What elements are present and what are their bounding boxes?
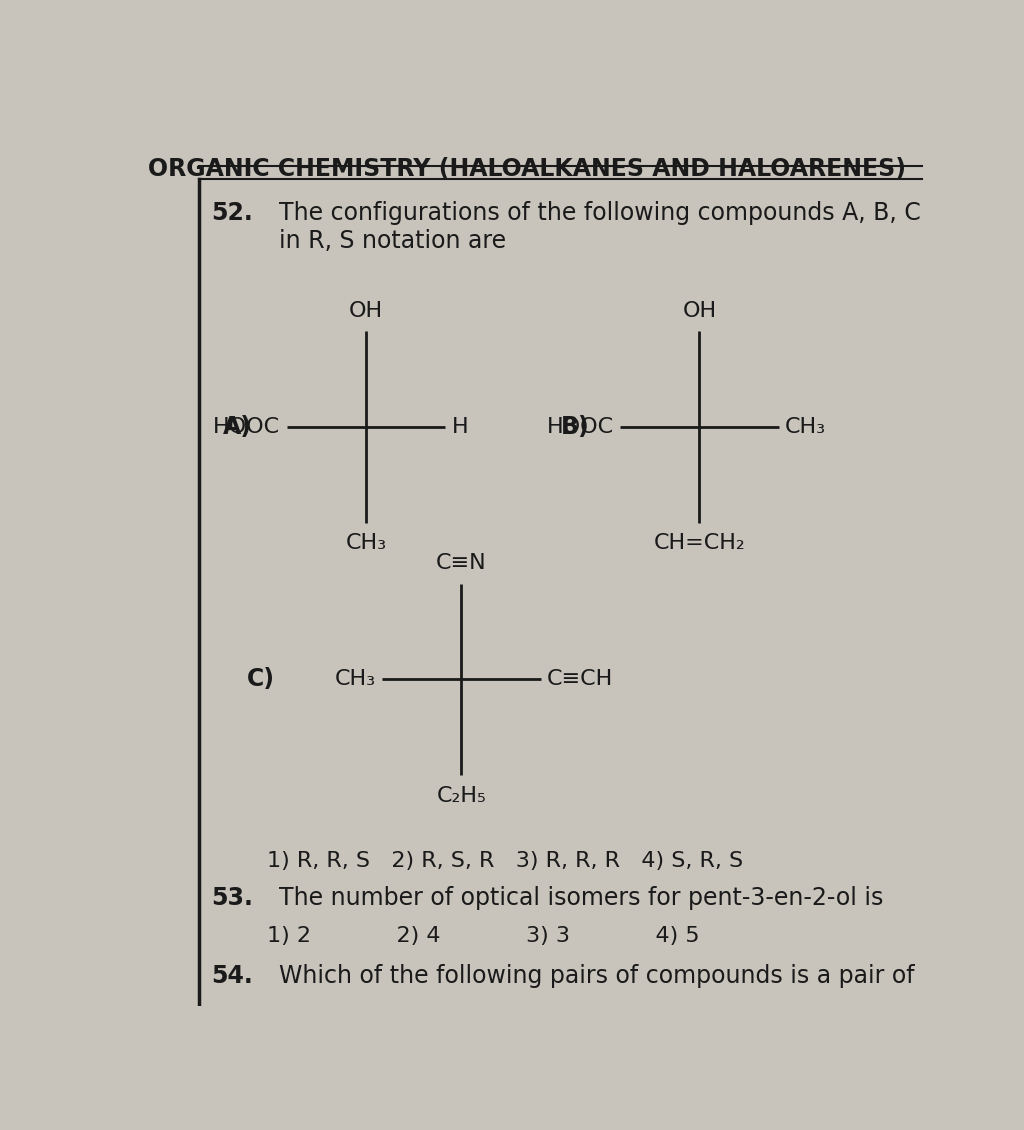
Text: 52.: 52. (211, 201, 253, 225)
Text: OH: OH (349, 301, 383, 321)
Text: ORGANIC CHEMISTRY (HALOALKANES AND HALOARENES): ORGANIC CHEMISTRY (HALOALKANES AND HALOA… (147, 157, 905, 181)
Text: C): C) (247, 668, 275, 692)
Text: 1) R, R, S   2) R, S, R   3) R, R, R   4) S, R, S: 1) R, R, S 2) R, S, R 3) R, R, R 4) S, R… (267, 851, 743, 871)
Text: 53.: 53. (211, 886, 253, 910)
Text: CH₃: CH₃ (335, 669, 376, 689)
Text: CH=CH₂: CH=CH₂ (653, 533, 745, 554)
Text: C₂H₅: C₂H₅ (436, 785, 486, 806)
Text: 54.: 54. (211, 964, 253, 988)
Text: 1) 2            2) 4            3) 3            4) 5: 1) 2 2) 4 3) 3 4) 5 (267, 925, 699, 946)
Text: OH: OH (682, 301, 717, 321)
Text: HOOC: HOOC (213, 417, 281, 437)
Text: CH₃: CH₃ (345, 533, 387, 554)
Text: B): B) (560, 415, 589, 440)
Text: The number of optical isomers for pent-3-en-2-ol is: The number of optical isomers for pent-3… (279, 886, 883, 910)
Text: H: H (452, 417, 468, 437)
Text: A): A) (223, 415, 252, 440)
Text: CH₃: CH₃ (785, 417, 826, 437)
Text: C≡N: C≡N (436, 554, 486, 573)
Text: C≡CH: C≡CH (547, 669, 613, 689)
Text: Which of the following pairs of compounds is a pair of: Which of the following pairs of compound… (279, 964, 914, 988)
Text: in R, S notation are: in R, S notation are (279, 228, 506, 253)
Text: HOOC: HOOC (547, 417, 613, 437)
Text: The configurations of the following compounds A, B, C: The configurations of the following comp… (279, 201, 921, 225)
